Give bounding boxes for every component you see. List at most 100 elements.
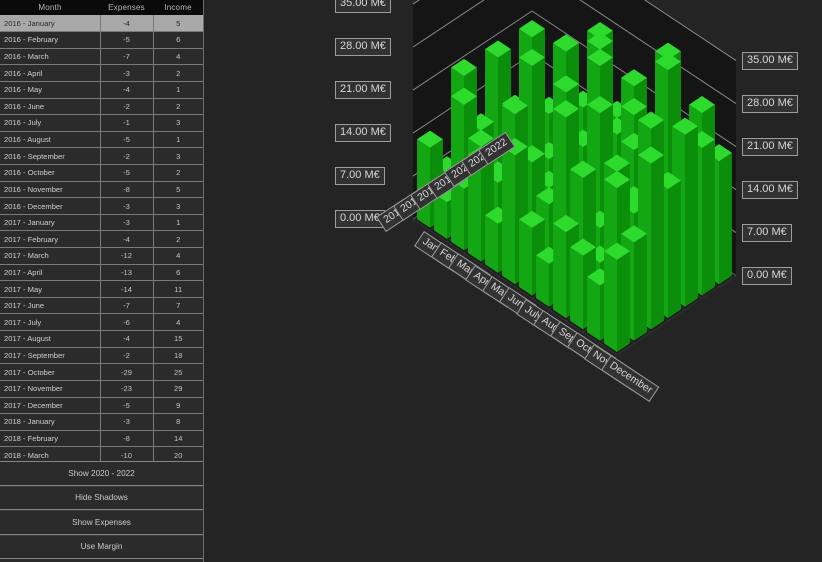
show-expenses-button[interactable]: Show Expenses	[0, 510, 203, 535]
table-row[interactable]: 2017 - March -12 4	[0, 247, 203, 265]
cell-expenses: -2	[99, 98, 153, 116]
table-row[interactable]: 2016 - April -3 2	[0, 64, 203, 82]
cell-month: 2017 - January	[0, 214, 100, 232]
cell-income: 2	[152, 64, 203, 82]
z-axis-label-left-3: 21.00 M€	[335, 81, 391, 100]
bar-face	[617, 251, 630, 352]
cell-expenses: -5	[99, 164, 153, 182]
bar-face	[468, 154, 481, 262]
table-row[interactable]: 2017 - May -14 11	[0, 280, 203, 298]
column-header-income[interactable]: Income	[153, 0, 203, 15]
cell-income: 6	[152, 31, 203, 49]
table-header-row: Month Expenses Income	[0, 0, 203, 15]
cell-expenses: -3	[99, 197, 153, 215]
use-margin-button[interactable]: Use Margin	[0, 534, 203, 559]
table-row[interactable]: 2017 - February -4 2	[0, 230, 203, 249]
table-body: 2016 - January -4 5 2016 - February -5 6 2016 …	[0, 15, 203, 464]
table-row[interactable]: 2017 - July -6 4	[0, 313, 203, 332]
cell-income: 7	[152, 297, 203, 315]
table-row[interactable]: 2016 - March -7 4	[0, 48, 203, 66]
bar-face	[587, 22, 613, 40]
table-row[interactable]: 2016 - June -2 2	[0, 98, 203, 116]
cell-expenses: -4	[99, 15, 153, 33]
cell-expenses: -12	[99, 247, 153, 265]
table-row[interactable]: 2017 - October -29 25	[0, 363, 203, 381]
bar-2022-December[interactable]	[604, 242, 630, 352]
table-row[interactable]: 2017 - January -3 1	[0, 214, 203, 232]
z-axis-label-left-4: 28.00 M€	[335, 38, 391, 57]
cell-month: 2016 - November	[0, 181, 100, 199]
cell-month: 2017 - May	[0, 280, 100, 298]
bar-face	[570, 90, 596, 108]
table-row[interactable]: 2016 - May -4 1	[0, 81, 203, 99]
cell-income: 5	[152, 181, 203, 199]
cell-expenses: -8	[99, 181, 153, 199]
table-row[interactable]: 2016 - February -5 6	[0, 31, 203, 49]
data-table[interactable]: Month Expenses Income 2016 - January -4 5 2…	[0, 0, 203, 464]
bar-face	[570, 247, 583, 330]
bar-face	[655, 53, 681, 71]
table-row[interactable]: 2017 - April -13 6	[0, 264, 203, 282]
bar-face	[651, 154, 664, 330]
bar-face	[621, 97, 647, 116]
table-row[interactable]: 2016 - November -8 5	[0, 181, 203, 199]
cell-month: 2017 - September	[0, 347, 100, 365]
table-row[interactable]: 2018 - January -3 8	[0, 413, 203, 431]
bar-face	[702, 139, 715, 296]
table-row[interactable]: 2016 - August -5 1	[0, 131, 203, 149]
z-axis-label-left-0: 0.00 M€	[335, 210, 385, 229]
z-axis-label-right-0: 0.00 M€	[742, 266, 792, 285]
chart-gridline	[643, 0, 737, 62]
bar-face	[553, 100, 579, 118]
cell-expenses: -5	[99, 397, 153, 415]
hide-shadows-button[interactable]: Hide Shadows	[0, 485, 203, 510]
bar-face	[706, 144, 732, 162]
cell-expenses: -14	[99, 280, 153, 298]
table-row[interactable]: 2018 - February -8 14	[0, 430, 203, 448]
cell-expenses: -7	[99, 48, 153, 66]
table-row[interactable]: 2016 - September -2 3	[0, 147, 203, 165]
show-years-button[interactable]: Show 2020 - 2022	[0, 461, 203, 486]
chart-3d-bar[interactable]: 0.00 M€ 7.00 M€ 14.00 M€ 21.00 M€ 28.00 M€ 35…	[204, 0, 822, 562]
cell-expenses: -2	[99, 147, 153, 165]
table-row[interactable]: 2017 - November -23 29	[0, 380, 203, 398]
column-header-month[interactable]: Month	[0, 0, 100, 15]
bar-face	[668, 180, 681, 319]
table-row[interactable]: 2016 - December -3 3	[0, 197, 203, 215]
chart-gridline	[579, 0, 737, 105]
bar-face	[634, 233, 647, 341]
cell-expenses: -5	[99, 31, 153, 49]
cell-month: 2016 - October	[0, 164, 100, 182]
bar-face	[604, 242, 630, 260]
bar-face	[655, 42, 681, 60]
bar-face	[638, 111, 664, 129]
table-row[interactable]: 2017 - September -2 18	[0, 347, 203, 365]
z-axis-label-right-2: 14.00 M€	[742, 180, 798, 199]
z-axis-label-right-1: 7.00 M€	[742, 223, 792, 242]
cell-income: 3	[152, 147, 203, 165]
cell-month: 2017 - October	[0, 363, 100, 381]
sidebar-buttons: Show 2020 - 2022 Hide Shadows Show Expen…	[0, 461, 203, 559]
z-axis-label-right-3: 21.00 M€	[742, 137, 798, 156]
column-header-expenses[interactable]: Expenses	[100, 0, 153, 15]
table-row[interactable]: 2016 - January -4 5	[0, 15, 203, 33]
cell-month: 2017 - November	[0, 380, 100, 398]
cell-expenses: -4	[99, 230, 153, 249]
cell-month: 2016 - February	[0, 31, 100, 49]
cell-expenses: -6	[99, 313, 153, 332]
cell-month: 2017 - August	[0, 330, 100, 348]
bar-face	[485, 215, 498, 273]
bar-face	[519, 145, 545, 163]
cell-expenses: -3	[99, 64, 153, 82]
table-row[interactable]: 2016 - October -5 2	[0, 164, 203, 182]
cell-expenses: -29	[99, 363, 153, 381]
bar-face	[553, 223, 566, 319]
table-row[interactable]: 2017 - August -4 15	[0, 330, 203, 348]
table-row[interactable]: 2016 - July -1 3	[0, 114, 203, 132]
cell-month: 2018 - January	[0, 413, 100, 431]
table-row[interactable]: 2017 - December -5 9	[0, 397, 203, 415]
z-axis-label-left-1: 7.00 M€	[335, 167, 385, 186]
bar-face	[536, 255, 549, 307]
bar-face	[570, 129, 596, 147]
table-row[interactable]: 2017 - June -7 7	[0, 297, 203, 315]
